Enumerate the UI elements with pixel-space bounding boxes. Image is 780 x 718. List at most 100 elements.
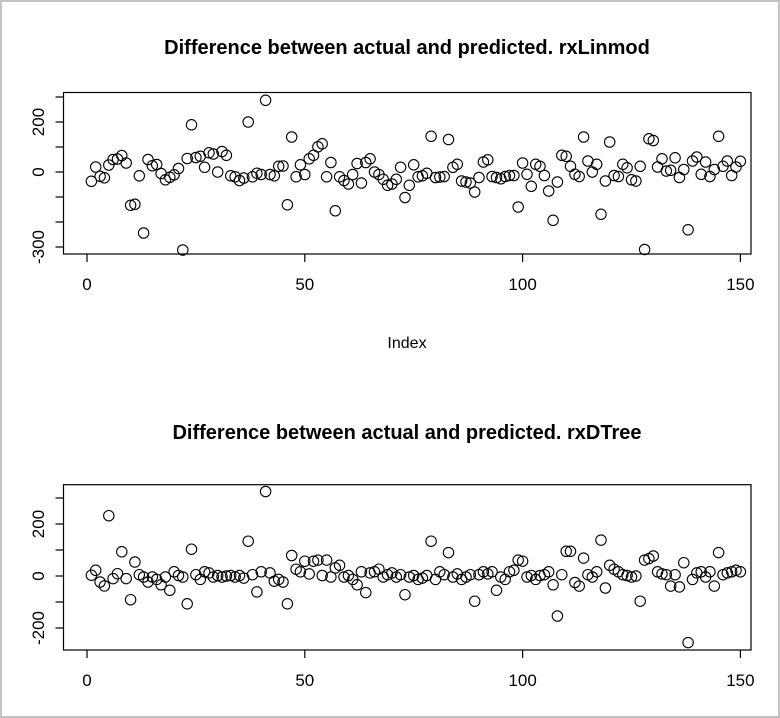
- data-point: [686, 573, 699, 586]
- plot-box: [62, 484, 752, 651]
- data-point: [150, 158, 163, 171]
- data-point: [203, 567, 215, 579]
- data-point: [630, 570, 642, 582]
- data-point: [294, 159, 307, 171]
- data-point: [146, 160, 159, 172]
- plot-title-rxdtree: Difference between actual and predicted.…: [172, 422, 641, 444]
- data-point: [647, 550, 660, 562]
- data-point: [468, 595, 481, 607]
- data-point: [682, 636, 694, 649]
- x-axis-label-index: Index: [387, 335, 426, 352]
- data-point: [325, 156, 337, 169]
- data-point: [564, 545, 577, 558]
- data-point: [116, 546, 128, 558]
- data-point: [394, 568, 407, 581]
- data-point: [508, 169, 520, 182]
- data-point: [529, 573, 542, 586]
- data-point: [181, 152, 193, 165]
- data-point: [386, 567, 398, 579]
- data-point: [303, 153, 315, 165]
- data-point: [242, 116, 254, 128]
- data-point: [547, 214, 559, 227]
- data-point: [285, 131, 298, 143]
- data-point: [355, 566, 368, 578]
- y-tick-label: -200: [29, 611, 48, 645]
- data-point: [503, 169, 516, 182]
- data-point: [133, 170, 146, 182]
- data-point: [168, 566, 180, 578]
- data-point: [464, 568, 477, 581]
- data-point: [316, 569, 328, 582]
- data-point: [590, 566, 603, 578]
- data-point: [346, 168, 359, 181]
- data-point: [198, 566, 211, 578]
- data-point: [468, 186, 481, 198]
- data-point: [377, 173, 389, 186]
- data-point: [329, 205, 342, 217]
- data-point: [712, 130, 725, 143]
- data-point: [168, 169, 180, 181]
- data-point: [612, 170, 625, 183]
- y-tick-label: 200: [29, 510, 48, 538]
- data-point: [172, 162, 185, 175]
- data-point: [634, 160, 646, 173]
- data-point: [499, 170, 511, 183]
- data-point: [281, 598, 294, 610]
- data-point: [542, 185, 555, 197]
- data-point: [238, 172, 250, 184]
- data-point: [678, 556, 690, 569]
- data-point: [177, 571, 189, 583]
- data-point: [207, 148, 220, 160]
- data-point: [299, 555, 311, 567]
- data-point: [699, 156, 712, 168]
- data-point: [264, 168, 276, 181]
- data-point: [595, 534, 607, 546]
- y-tick-label: -300: [29, 230, 48, 264]
- data-point: [521, 168, 533, 181]
- data-point: [229, 171, 241, 183]
- data-point: [634, 595, 646, 607]
- data-point: [512, 554, 524, 566]
- data-point: [277, 160, 289, 172]
- x-tick-label: 50: [295, 275, 314, 294]
- data-point: [255, 168, 267, 181]
- data-point: [617, 158, 629, 171]
- data-point: [460, 176, 472, 188]
- data-point: [695, 168, 707, 181]
- data-point: [181, 598, 193, 610]
- data-point: [364, 153, 376, 165]
- data-point: [525, 180, 538, 193]
- data-point: [312, 554, 324, 566]
- data-point: [142, 153, 154, 166]
- data-point: [98, 172, 111, 184]
- data-point: [299, 168, 311, 181]
- data-point: [103, 509, 115, 522]
- data-point: [390, 173, 403, 186]
- data-point: [242, 535, 254, 547]
- data-point: [621, 162, 633, 174]
- data-point: [577, 552, 590, 564]
- data-point: [185, 543, 198, 555]
- data-point: [399, 588, 411, 601]
- data-point: [277, 576, 289, 588]
- data-point: [490, 584, 503, 597]
- data-point: [399, 191, 411, 204]
- data-point: [185, 119, 198, 131]
- data-point: [595, 208, 607, 221]
- data-point: [251, 586, 263, 598]
- data-point: [198, 161, 211, 174]
- plot-title-rxlinmod: Difference between actual and predicted.…: [164, 37, 650, 59]
- data-point: [442, 546, 455, 559]
- data-point: [534, 160, 546, 173]
- x-tick-label: 0: [82, 275, 91, 294]
- data-point: [268, 170, 281, 182]
- data-point: [556, 568, 568, 581]
- plot-panels: 200 0 -300 0 50 100 150 200 0 -200 0 50 100 150: [29, 91, 755, 690]
- data-point: [630, 175, 642, 187]
- data-point: [89, 564, 102, 577]
- data-point: [307, 555, 320, 567]
- data-point: [678, 163, 690, 176]
- data-point: [682, 224, 694, 236]
- data-point: [542, 566, 555, 578]
